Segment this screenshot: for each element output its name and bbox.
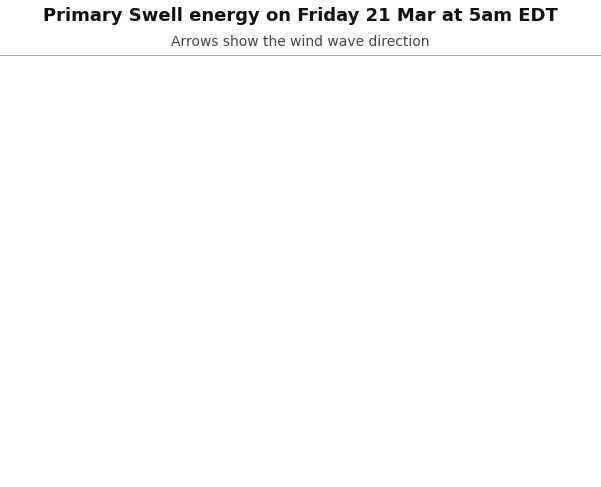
Text: cartopy required: cartopy required bbox=[219, 262, 382, 281]
Text: Arrows show the wind wave direction: Arrows show the wind wave direction bbox=[171, 35, 430, 49]
Text: Primary Swell energy on Friday 21 Mar at 5am EDT: Primary Swell energy on Friday 21 Mar at… bbox=[43, 7, 558, 25]
